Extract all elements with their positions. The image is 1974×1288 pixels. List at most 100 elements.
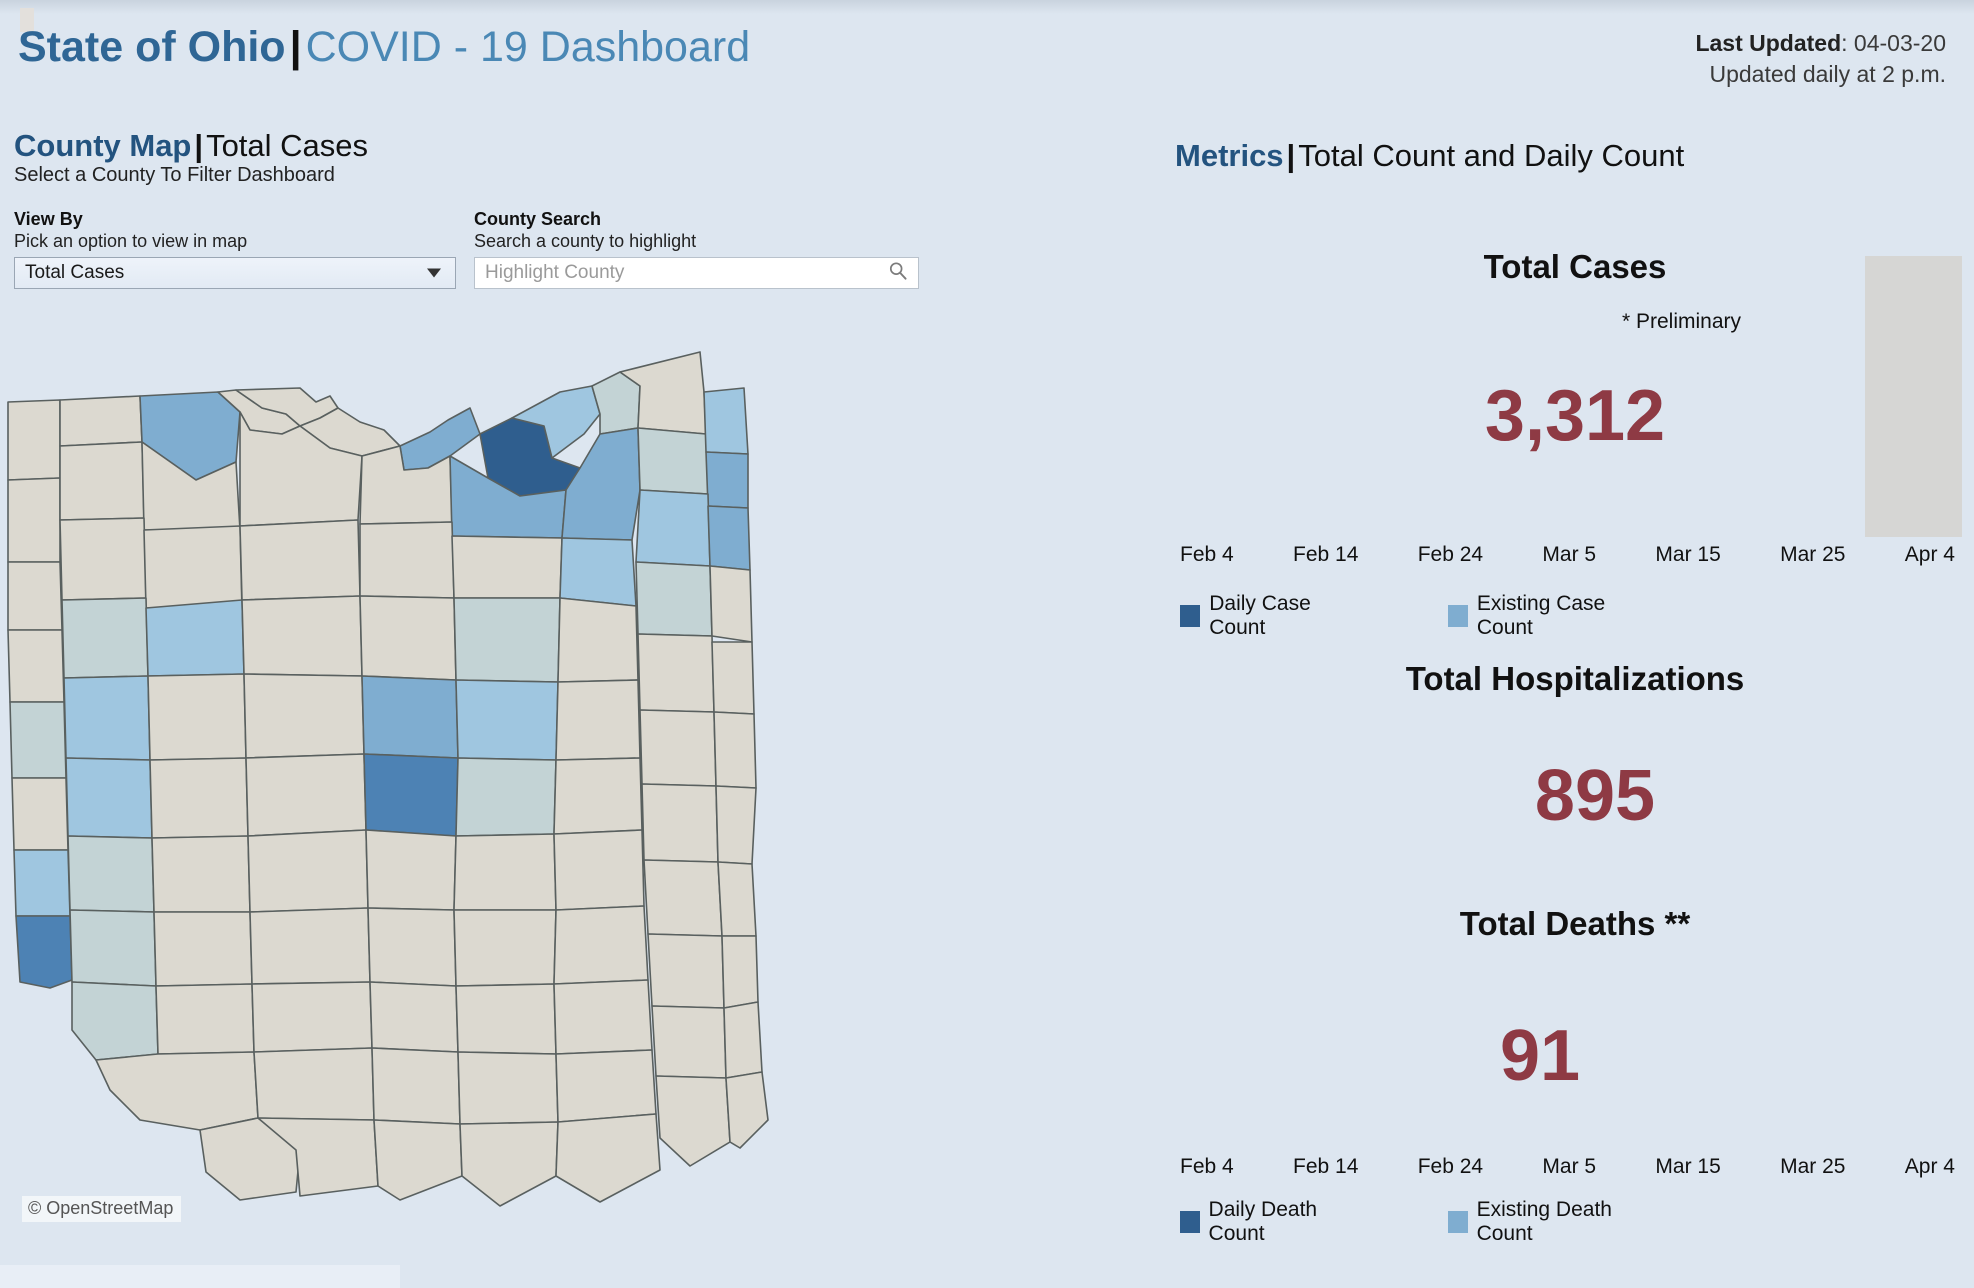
deaths-bar-series[interactable] (1487, 930, 1957, 1152)
county-shape[interactable] (65, 757, 153, 839)
county-shape[interactable] (455, 679, 559, 761)
county-shape[interactable] (69, 909, 157, 987)
county-search-input[interactable]: Highlight County (474, 257, 919, 289)
county-shape[interactable] (59, 517, 147, 601)
county-shape[interactable] (453, 833, 557, 911)
county-shape[interactable] (725, 1071, 769, 1149)
county-shape[interactable] (67, 835, 155, 913)
county-shape[interactable] (555, 1113, 661, 1203)
county-shape[interactable] (145, 599, 245, 677)
county-shape[interactable] (723, 1001, 763, 1079)
county-shape[interactable] (253, 1047, 375, 1121)
county-shape[interactable] (359, 595, 457, 681)
county-map-subtitle: Select a County To Filter Dashboard (14, 164, 335, 186)
county-shape[interactable] (637, 633, 715, 713)
county-shape[interactable] (147, 673, 247, 761)
county-shape[interactable] (245, 753, 367, 837)
county-shape[interactable] (715, 785, 757, 865)
county-shape[interactable] (555, 1049, 657, 1123)
county-shape[interactable] (7, 561, 63, 631)
county-shape[interactable] (711, 641, 755, 715)
county-shape[interactable] (59, 441, 145, 521)
county-shape[interactable] (553, 979, 653, 1055)
county-shape[interactable] (71, 981, 159, 1061)
legend-item[interactable]: Existing Case Count (1447, 592, 1652, 640)
county-shape[interactable] (365, 829, 457, 911)
county-shape[interactable] (553, 829, 645, 911)
county-shape[interactable] (247, 829, 369, 913)
county-shape[interactable] (717, 861, 757, 937)
county-shape[interactable] (455, 757, 557, 837)
county-shape[interactable] (459, 1121, 559, 1207)
county-shape[interactable] (707, 505, 751, 571)
search-icon[interactable] (888, 261, 908, 286)
cases-bar-series[interactable] (1487, 312, 1957, 537)
county-shape[interactable] (647, 933, 725, 1009)
county-shape[interactable] (359, 521, 455, 599)
county-shape[interactable] (703, 387, 749, 455)
county-shape[interactable] (557, 597, 639, 683)
county-shape[interactable] (709, 565, 753, 643)
county-shape[interactable] (641, 783, 719, 863)
legend-item[interactable]: Daily Death Count (1180, 1198, 1360, 1246)
county-shape[interactable] (15, 915, 73, 989)
county-shape[interactable] (153, 911, 253, 987)
county-shape[interactable] (721, 935, 759, 1009)
county-shape[interactable] (559, 537, 637, 607)
county-shape[interactable] (7, 477, 61, 563)
county-shape[interactable] (361, 675, 459, 759)
county-shape[interactable] (149, 757, 249, 839)
county-shape[interactable] (369, 981, 459, 1053)
county-shape[interactable] (713, 711, 757, 789)
county-shape[interactable] (7, 629, 65, 703)
county-shape[interactable] (143, 525, 243, 611)
county-shape[interactable] (141, 441, 241, 531)
county-shape[interactable] (455, 983, 557, 1055)
county-shape[interactable] (555, 679, 641, 761)
county-shape[interactable] (243, 673, 365, 759)
county-shape[interactable] (155, 983, 255, 1055)
total-deaths-chart[interactable] (1487, 930, 1957, 1152)
county-shape[interactable] (59, 395, 143, 447)
legend-item[interactable]: Existing Death Count (1448, 1198, 1652, 1246)
county-shape[interactable] (553, 905, 649, 985)
county-shape[interactable] (643, 859, 723, 937)
county-shape[interactable] (257, 1117, 379, 1197)
county-shape[interactable] (637, 427, 709, 495)
map-attribution[interactable]: © OpenStreetMap (22, 1196, 182, 1222)
county-shape[interactable] (457, 1051, 559, 1125)
county-shape[interactable] (373, 1119, 463, 1201)
scroll-indicator[interactable] (20, 8, 34, 32)
county-shape[interactable] (651, 1005, 727, 1079)
county-shape[interactable] (367, 907, 457, 987)
county-shape[interactable] (655, 1075, 731, 1167)
county-shape[interactable] (705, 451, 749, 509)
county-shape[interactable] (11, 777, 69, 851)
county-shape[interactable] (561, 427, 641, 541)
legend-item[interactable]: Daily Case Count (1180, 592, 1360, 640)
county-shape[interactable] (63, 675, 151, 761)
county-shape[interactable] (639, 709, 717, 787)
county-shape[interactable] (7, 399, 61, 481)
county-shape[interactable] (553, 757, 643, 835)
county-shape[interactable] (241, 595, 363, 677)
county-shape[interactable] (9, 701, 67, 779)
county-shape[interactable] (95, 1051, 259, 1131)
county-shape[interactable] (371, 1047, 461, 1125)
county-shape[interactable] (511, 385, 601, 459)
county-shape[interactable] (453, 909, 557, 987)
ohio-county-map[interactable] (0, 330, 950, 1250)
county-shape[interactable] (239, 519, 361, 601)
county-shape[interactable] (61, 597, 149, 679)
county-shape[interactable] (635, 561, 713, 637)
county-shape[interactable] (249, 907, 371, 985)
county-shape[interactable] (151, 835, 251, 913)
county-shape[interactable] (251, 981, 373, 1053)
county-shape[interactable] (453, 597, 561, 683)
view-by-select[interactable]: Total Cases (14, 257, 456, 289)
county-shape[interactable] (635, 489, 711, 567)
county-shape[interactable] (363, 753, 459, 837)
county-shape[interactable] (13, 849, 71, 917)
county-shape[interactable] (451, 535, 563, 599)
total-cases-chart[interactable] (1487, 256, 1962, 537)
